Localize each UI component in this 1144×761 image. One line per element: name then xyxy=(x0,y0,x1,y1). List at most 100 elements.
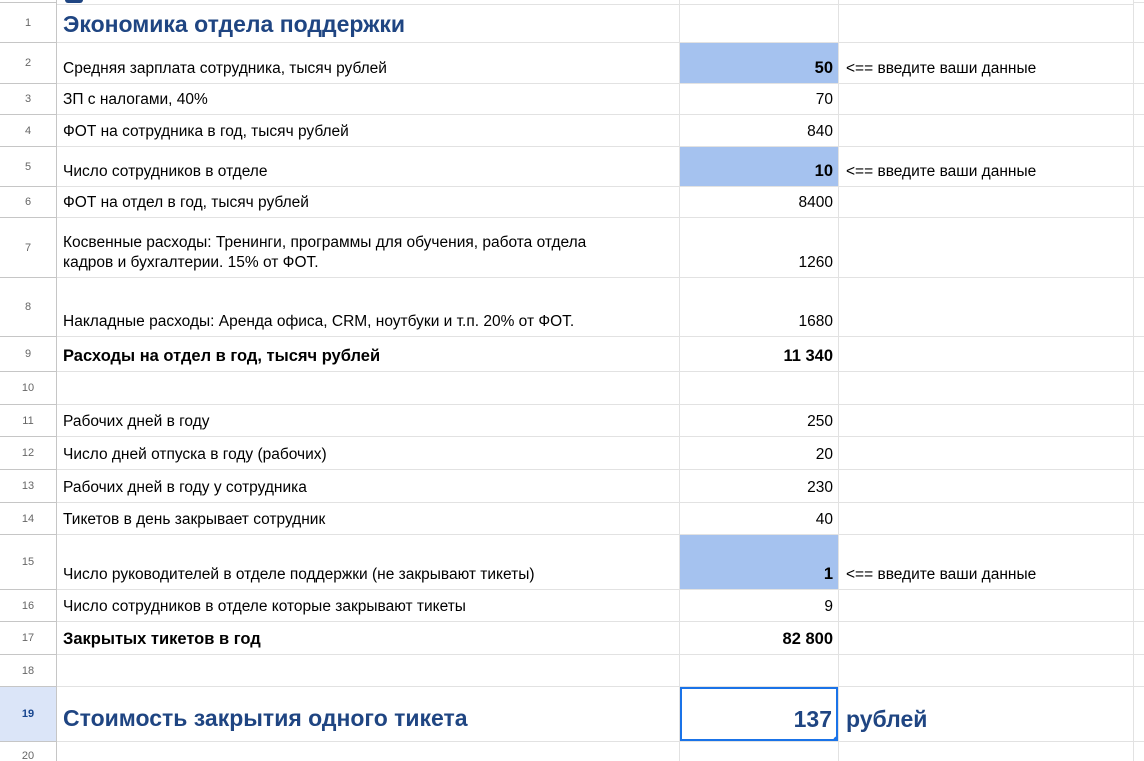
cell-a7[interactable]: Косвенные расходы: Тренинги, программы д… xyxy=(57,218,679,278)
row-header-1[interactable]: 1 xyxy=(0,3,57,43)
cell-d8[interactable] xyxy=(1133,278,1144,337)
cell-b20[interactable] xyxy=(679,742,838,761)
cell-b16[interactable]: 9 xyxy=(679,590,838,622)
cell-c2[interactable]: <== введите ваши данные xyxy=(838,43,1133,84)
cell-a17[interactable]: Закрытых тикетов в год xyxy=(57,622,679,655)
cell-d13[interactable] xyxy=(1133,470,1144,503)
row-header-12[interactable]: 12 xyxy=(0,437,57,470)
row-header-18[interactable]: 18 xyxy=(0,655,57,687)
cell-c17[interactable] xyxy=(838,622,1133,655)
cell-b15-input[interactable]: 1 xyxy=(679,535,838,590)
row-header-5[interactable]: 5 xyxy=(0,147,57,187)
cell-d16[interactable] xyxy=(1133,590,1144,622)
cell-d7[interactable] xyxy=(1133,218,1144,278)
cell-b10[interactable] xyxy=(679,372,838,405)
cell-c5[interactable]: <== введите ваши данные xyxy=(838,147,1133,187)
row-header-17[interactable]: 17 xyxy=(0,622,57,655)
cell-a16[interactable]: Число сотрудников в отделе которые закры… xyxy=(57,590,679,622)
row-header-7[interactable]: 7 xyxy=(0,218,57,278)
cell-c18[interactable] xyxy=(838,655,1133,687)
cell-d4[interactable] xyxy=(1133,115,1144,147)
cell-b14[interactable]: 40 xyxy=(679,503,838,535)
cell-d18[interactable] xyxy=(1133,655,1144,687)
cell-a13[interactable]: Рабочих дней в году у сотрудника xyxy=(57,470,679,503)
cell-c14[interactable] xyxy=(838,503,1133,535)
cell-d9[interactable] xyxy=(1133,337,1144,372)
cell-c6[interactable] xyxy=(838,187,1133,218)
cell-b18[interactable] xyxy=(679,655,838,687)
cell-d12[interactable] xyxy=(1133,437,1144,470)
cell-c1[interactable] xyxy=(838,3,1133,43)
row-header-2[interactable]: 2 xyxy=(0,43,57,84)
cell-d19[interactable] xyxy=(1133,687,1144,742)
cell-d3[interactable] xyxy=(1133,84,1144,115)
cell-b3[interactable]: 70 xyxy=(679,84,838,115)
cell-c7[interactable] xyxy=(838,218,1133,278)
row-header-4[interactable]: 4 xyxy=(0,115,57,147)
row-header-15[interactable]: 15 xyxy=(0,535,57,590)
cell-b5-input[interactable]: 10 xyxy=(679,147,838,187)
cell-d11[interactable] xyxy=(1133,405,1144,437)
cell-a18[interactable] xyxy=(57,655,679,687)
cell-a11[interactable]: Рабочих дней в году xyxy=(57,405,679,437)
cell-d15[interactable] xyxy=(1133,535,1144,590)
row-header-14[interactable]: 14 xyxy=(0,503,57,535)
cell-c9[interactable] xyxy=(838,337,1133,372)
row-header-11[interactable]: 11 xyxy=(0,405,57,437)
cell-c10[interactable] xyxy=(838,372,1133,405)
cell-c8[interactable] xyxy=(838,278,1133,337)
cell-b7[interactable]: 1260 xyxy=(679,218,838,278)
row-header-13[interactable]: 13 xyxy=(0,470,57,503)
cell-d5[interactable] xyxy=(1133,147,1144,187)
row-header-10[interactable]: 10 xyxy=(0,372,57,405)
cell-a3[interactable]: ЗП с налогами, 40% xyxy=(57,84,679,115)
cell-d1[interactable] xyxy=(1133,3,1144,43)
cell-b13[interactable]: 230 xyxy=(679,470,838,503)
cell-d2[interactable] xyxy=(1133,43,1144,84)
cell-a5[interactable]: Число сотрудников в отделе xyxy=(57,147,679,187)
row-header-6[interactable]: 6 xyxy=(0,187,57,218)
cell-a14[interactable]: Тикетов в день закрывает сотрудник xyxy=(57,503,679,535)
cell-a15[interactable]: Число руководителей в отделе поддержки (… xyxy=(57,535,679,590)
cell-a8[interactable]: Накладные расходы: Аренда офиса, CRM, но… xyxy=(57,278,679,337)
row-header-8[interactable]: 8 xyxy=(0,278,57,337)
cell-b9[interactable]: 11 340 xyxy=(679,337,838,372)
cell-d14[interactable] xyxy=(1133,503,1144,535)
cell-b8[interactable]: 1680 xyxy=(679,278,838,337)
cell-a10[interactable] xyxy=(57,372,679,405)
cell-d6[interactable] xyxy=(1133,187,1144,218)
cell-b4[interactable]: 840 xyxy=(679,115,838,147)
cell-b11[interactable]: 250 xyxy=(679,405,838,437)
cell-c19[interactable]: рублей xyxy=(838,687,1133,742)
cell-c3[interactable] xyxy=(838,84,1133,115)
cell-a12[interactable]: Число дней отпуска в году (рабочих) xyxy=(57,437,679,470)
cell-c4[interactable] xyxy=(838,115,1133,147)
cell-c15[interactable]: <== введите ваши данные xyxy=(838,535,1133,590)
cell-d10[interactable] xyxy=(1133,372,1144,405)
cell-b12[interactable]: 20 xyxy=(679,437,838,470)
cell-d20[interactable] xyxy=(1133,742,1144,761)
row-header-20[interactable]: 20 xyxy=(0,742,57,761)
row-header-9[interactable]: 9 xyxy=(0,337,57,372)
cell-c11[interactable] xyxy=(838,405,1133,437)
cell-a2[interactable]: Средняя зарплата сотрудника, тысяч рубле… xyxy=(57,43,679,84)
cell-b1[interactable] xyxy=(679,3,838,43)
cell-b6[interactable]: 8400 xyxy=(679,187,838,218)
cell-a6[interactable]: ФОТ на отдел в год, тысяч рублей xyxy=(57,187,679,218)
cell-a1[interactable]: Экономика отдела поддержки xyxy=(57,3,679,43)
cell-c16[interactable] xyxy=(838,590,1133,622)
cell-c20[interactable] xyxy=(838,742,1133,761)
selected-cell-b19[interactable]: 137 xyxy=(679,687,838,742)
fill-handle[interactable] xyxy=(833,736,838,741)
cell-b2-input[interactable]: 50 xyxy=(679,43,838,84)
cell-a9[interactable]: Расходы на отдел в год, тысяч рублей xyxy=(57,337,679,372)
cell-a19[interactable]: Стоимость закрытия одного тикета xyxy=(57,687,679,742)
cell-c13[interactable] xyxy=(838,470,1133,503)
cell-a4[interactable]: ФОТ на сотрудника в год, тысяч рублей xyxy=(57,115,679,147)
row-header-19-selected[interactable]: 19 xyxy=(0,687,57,742)
cell-a20[interactable] xyxy=(57,742,679,761)
row-header-16[interactable]: 16 xyxy=(0,590,57,622)
cell-d17[interactable] xyxy=(1133,622,1144,655)
cell-b17[interactable]: 82 800 xyxy=(679,622,838,655)
cell-c12[interactable] xyxy=(838,437,1133,470)
